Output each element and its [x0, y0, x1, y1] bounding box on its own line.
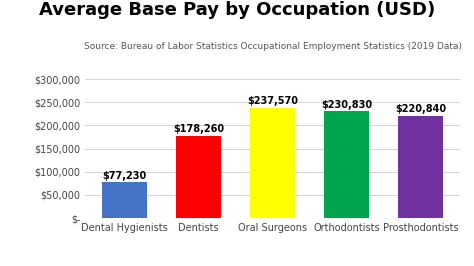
- Text: $178,260: $178,260: [173, 124, 224, 134]
- Text: $230,830: $230,830: [321, 99, 372, 110]
- Bar: [250, 108, 295, 218]
- Bar: [102, 182, 147, 218]
- Text: $237,570: $237,570: [247, 96, 298, 106]
- Text: $77,230: $77,230: [102, 171, 146, 181]
- Bar: [176, 135, 221, 218]
- Bar: [398, 116, 443, 218]
- Title: Source: Bureau of Labor Statistics Occupational Employment Statistics (2019 Data: Source: Bureau of Labor Statistics Occup…: [83, 43, 462, 52]
- Text: $220,840: $220,840: [395, 104, 446, 114]
- Text: Average Base Pay by Occupation (USD): Average Base Pay by Occupation (USD): [39, 1, 435, 19]
- Bar: [324, 111, 369, 218]
